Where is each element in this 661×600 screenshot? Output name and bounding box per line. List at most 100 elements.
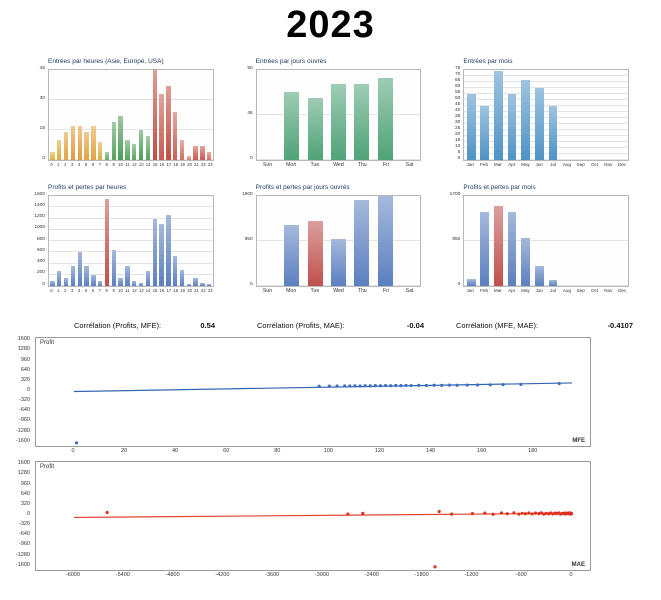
x-tick-label: -4800	[165, 572, 180, 578]
x-tick-label: 17	[166, 288, 172, 293]
x-tick-label: Tue	[310, 288, 320, 294]
trend-line	[73, 512, 573, 519]
x-tick-label: Nov	[604, 162, 613, 167]
y-tick-label: -1280	[15, 551, 30, 558]
y-tick-label: 640	[20, 490, 30, 497]
correlation-label: Corrélation (Profits, MFE):	[74, 321, 162, 330]
y-axis: 1900 950 0	[240, 192, 255, 287]
gridline	[464, 69, 628, 70]
data-point	[317, 384, 321, 388]
bar	[354, 199, 370, 286]
bar	[104, 152, 110, 160]
chart-title: Profits et pertes par mois	[463, 184, 536, 191]
bar	[50, 152, 55, 160]
gridline	[464, 87, 628, 88]
bar	[91, 275, 96, 286]
y-tick-label: 55	[454, 89, 461, 95]
x-tick-label: 19	[180, 288, 185, 293]
bar	[50, 280, 55, 286]
data-point	[409, 383, 413, 388]
data-point	[433, 565, 437, 569]
x-tick-label: 14	[145, 162, 151, 167]
data-point	[383, 383, 388, 388]
chart-plot: 75 70 65 60 55 50 45 40 35 30 25 20 15 10 5 0 Jan Feb Mar…	[447, 66, 629, 170]
x-tick-label: Wed	[333, 288, 344, 294]
gridline	[49, 99, 213, 100]
y-tick-label: 1600	[17, 460, 30, 467]
x-tick-label: -3000	[314, 572, 330, 578]
chart-pnl-per-weekday: Profits et pertes par jours ouvrés 1900 9…	[240, 184, 422, 296]
data-point	[348, 384, 352, 388]
bar	[179, 140, 185, 160]
bar	[494, 71, 503, 160]
data-point	[450, 512, 454, 516]
data-point	[74, 441, 79, 445]
data-point	[537, 512, 541, 516]
bar	[172, 255, 178, 286]
gridline	[464, 141, 628, 142]
data-point	[488, 383, 492, 387]
x-tick-label: 11	[125, 162, 130, 167]
data-point	[447, 383, 452, 387]
data-point	[424, 383, 429, 388]
x-tick-label: Jan	[466, 288, 474, 293]
bar	[138, 130, 144, 160]
data-point	[512, 511, 516, 515]
x-tick-label: Fri	[382, 162, 389, 168]
x-tick-label: Sun	[262, 288, 273, 294]
x-tick-label: 8	[105, 162, 108, 167]
x-tick-label: 18	[173, 162, 179, 167]
chart-entries-per-weekday: Entrées par jours ouvrés 90 45 0 Sun Mon Tue…	[240, 58, 422, 170]
chart-title: Entrées par heures (Asie, Europe, USA)	[48, 58, 164, 65]
x-tick-label: 17	[166, 162, 172, 167]
gridline	[49, 228, 213, 230]
bar	[166, 215, 171, 286]
x-tick-label: 4	[77, 288, 81, 293]
bar	[77, 126, 82, 160]
y-tick-label: 0	[249, 155, 253, 161]
data-point	[363, 384, 367, 388]
bar	[104, 198, 110, 286]
y-tick-label: 960	[20, 480, 30, 487]
x-axis: Jan Feb Mar Apr May Jun Jul Aug Sep Oct Nov Dec	[463, 162, 629, 170]
x-tick-label: Apr	[508, 288, 516, 293]
y-tick-label: 35	[454, 113, 461, 119]
x-tick-label: 10	[118, 288, 123, 293]
bar	[91, 126, 96, 160]
correlation-label: Corrélation (MFE, MAE):	[456, 321, 539, 330]
x-tick-label: -6000	[65, 572, 81, 578]
x-axis: Jan Feb Mar Apr May Jun Jul Aug Sep Oct Nov Dec	[463, 288, 629, 296]
gridline	[464, 81, 628, 82]
x-tick-label: Jan	[466, 162, 474, 167]
bar	[494, 205, 503, 286]
x-tick-label: Mar	[493, 162, 502, 167]
x-tick-label: 0	[50, 288, 53, 293]
x-tick-label: Tue	[310, 162, 320, 168]
x-tick-label: Sep	[576, 162, 585, 167]
y-tick-label: 1000	[34, 225, 45, 231]
x-tick-label: 10	[118, 162, 123, 167]
x-tick-label: -4200	[215, 572, 230, 578]
y-tick-label: 40	[454, 107, 461, 113]
gridline	[464, 93, 628, 94]
y-tick-label: 70	[454, 71, 461, 77]
bar	[145, 136, 151, 160]
y-tick-label: 1600	[17, 336, 30, 343]
bar	[118, 278, 123, 286]
x-tick-label: 16	[159, 162, 165, 167]
bar	[548, 279, 558, 286]
data-point	[343, 384, 347, 388]
x-tick-label: 0	[50, 162, 53, 167]
page-title: 2023	[286, 4, 375, 46]
x-axis: Sun Mon Tue Wed Thu Fri Sat	[256, 162, 422, 170]
x-tick-label: 12	[131, 162, 137, 167]
gridline	[49, 273, 213, 275]
plot-area: Profit MFE	[35, 337, 591, 447]
y-tick-label: 65	[454, 77, 461, 83]
x-tick-label: Feb	[480, 162, 488, 167]
x-tick-label: 3	[71, 288, 74, 293]
x-axis: 0 1 2 3 4 5 6 7 8 9 10 11 12 13 14 15 16 17 18 19 20 21 22 23	[48, 288, 214, 296]
gridline	[49, 206, 213, 208]
